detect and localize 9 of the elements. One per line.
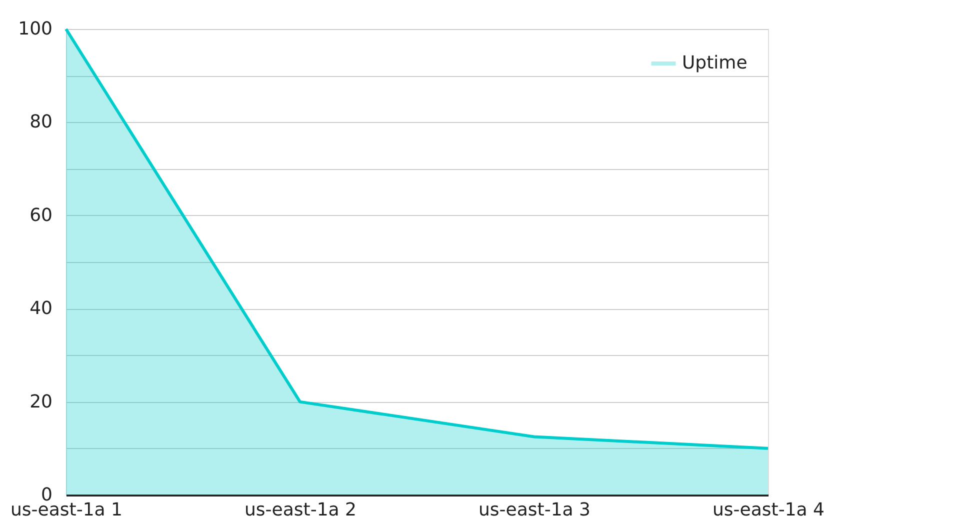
x-tick-label: us-east-1a 3 <box>478 500 590 520</box>
y-tick-label: 40 <box>30 298 52 320</box>
y-tick-label: 80 <box>30 112 52 133</box>
x-tick-label: us-east-1a 4 <box>712 500 824 520</box>
y-tick-label: 60 <box>30 204 52 226</box>
y-tick-label: 20 <box>30 391 52 412</box>
legend-label: Uptime <box>682 52 748 74</box>
y-tick-label: 100 <box>18 18 52 40</box>
x-tick-label: us-east-1a 2 <box>244 500 356 520</box>
